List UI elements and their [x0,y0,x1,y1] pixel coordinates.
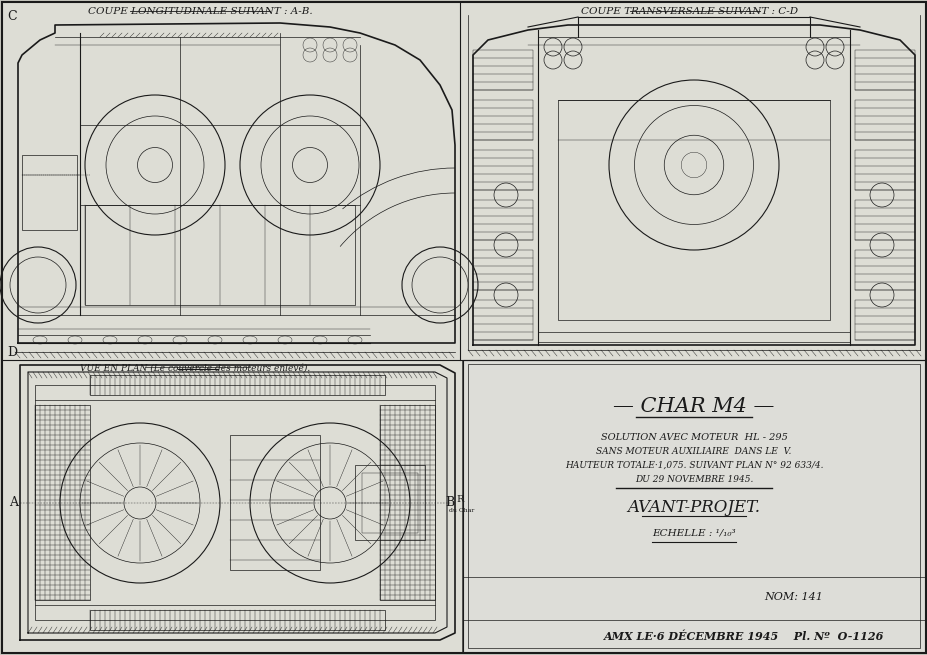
Bar [854,50,914,90]
Bar [22,155,77,230]
Text: SANS MOTEUR AUXILIAIRE  DANS LE  V.: SANS MOTEUR AUXILIAIRE DANS LE V. [596,447,791,455]
Bar [473,250,532,290]
Bar [854,150,914,190]
Bar [355,465,425,540]
Text: du Char: du Char [449,508,474,514]
Text: C: C [7,10,17,24]
Bar [473,100,532,140]
Bar [854,250,914,290]
Bar [473,50,532,90]
Bar [854,100,914,140]
Text: B: B [445,496,454,510]
Text: A: A [9,496,19,510]
Text: COUPE TRANSVERSALE SUIVANT : C-D: COUPE TRANSVERSALE SUIVANT : C-D [581,7,798,16]
Bar [230,435,320,570]
Text: ECHELLE : ¹/₁₀³: ECHELLE : ¹/₁₀³ [652,529,735,538]
Bar [473,150,532,190]
Bar [85,205,355,305]
Bar [854,200,914,240]
Text: — CHAR M4 —: — CHAR M4 — [613,398,774,417]
Text: AMX LE·6 DÉCEMBRE 1945    Pl. Nº  O-1126: AMX LE·6 DÉCEMBRE 1945 Pl. Nº O-1126 [603,631,883,643]
Text: HAUTEUR TOTALE·1,075. SUIVANT PLAN N° 92 633/4.: HAUTEUR TOTALE·1,075. SUIVANT PLAN N° 92… [565,460,822,470]
Bar [473,300,532,340]
Bar [35,405,90,600]
Text: R: R [456,495,464,504]
Bar [90,610,385,630]
Text: AVANT-PROJET.: AVANT-PROJET. [627,498,760,515]
Bar [854,300,914,340]
Text: COUPE LONGITUDINALE SUIVANT : A-B.: COUPE LONGITUDINALE SUIVANT : A-B. [87,7,312,16]
Text: DU 29 NOVEMBRE 1945.: DU 29 NOVEMBRE 1945. [634,474,753,483]
Bar [362,473,417,533]
Bar [473,200,532,240]
Text: VUE EN PLAN (Le couvercle des moteurs enlevé).: VUE EN PLAN (Le couvercle des moteurs en… [80,364,310,373]
Bar [557,100,829,320]
Bar [463,360,924,652]
Text: NOM: 141: NOM: 141 [764,592,822,602]
Text: SOLUTION AVEC MOTEUR  HL - 295: SOLUTION AVEC MOTEUR HL - 295 [600,432,787,441]
Bar [379,405,435,600]
Bar [35,385,435,620]
Text: D: D [6,346,17,360]
Bar [467,364,919,648]
Bar [90,375,385,395]
